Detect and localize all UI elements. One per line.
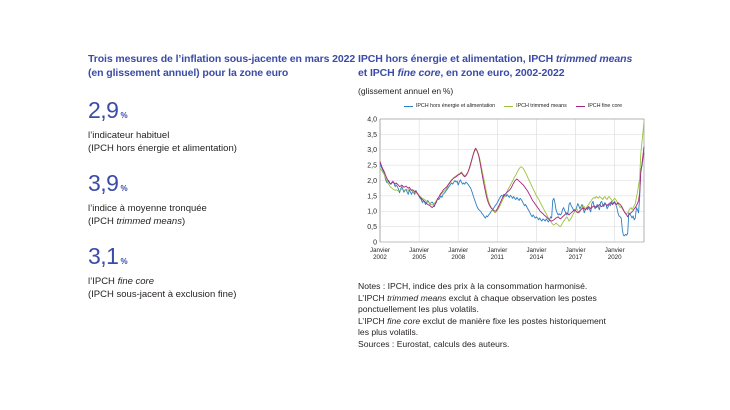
stat-desc-line-2: (IPCH sous-jacent à exclusion fine) — [88, 288, 237, 300]
legend-label: IPCH fine core — [587, 103, 623, 109]
stat-block-core-inflation: 2,9 % l’indicateur habituel (IPCH hors é… — [88, 98, 338, 155]
figure-title-line-2: et IPCH fine core, en zone euro, 2002-20… — [358, 66, 658, 80]
stat-description: l’IPCH fine core (IPCH sous-jacent à exc… — [88, 276, 338, 301]
y-axis-tick-label: 4,0 — [367, 116, 377, 123]
y-axis-tick-label: 2,0 — [367, 178, 377, 185]
stat-desc-line-1: l’indicateur habituel — [88, 130, 170, 141]
left-panel-title: Trois mesures de l’inflation sous-jacent… — [88, 52, 356, 80]
legend-label: IPCH trimmed means — [516, 103, 567, 109]
x-axis-tick-label: Janvier — [526, 247, 546, 254]
stat-desc-line-1: l’IPCH fine core — [88, 276, 338, 289]
x-axis-tick-label: 2011 — [491, 254, 505, 261]
y-axis-tick-label: 2,5 — [367, 163, 377, 170]
stat-value-row: 3,9 % — [88, 171, 338, 201]
note-line-3: ponctuellement les plus volatils. — [358, 304, 479, 315]
figure-title-line-1: IPCH hors énergie et alimentation, IPCH … — [358, 52, 658, 66]
x-axis-tick-label: 2002 — [373, 254, 387, 261]
legend-line-swatch-green — [504, 105, 514, 107]
x-axis-tick-label: 2008 — [451, 254, 465, 261]
stat-number: 2,9 — [88, 97, 119, 123]
percent-symbol: % — [120, 184, 128, 193]
x-axis-tick-label: Janvier — [605, 247, 625, 254]
left-title-line-1: Trois mesures de l’inflation sous-jacent… — [88, 53, 356, 65]
stat-desc-line-1: l’indice à moyenne tronquée — [88, 203, 207, 214]
figure-notes: Notes : IPCH, indice des prix à la conso… — [358, 281, 658, 351]
legend-item-hors-energie: IPCH hors énergie et alimentation — [403, 103, 496, 109]
stat-desc-prefix: (IPCH — [88, 215, 117, 227]
legend-line-swatch-purple — [575, 105, 585, 107]
x-axis-tick-label: Janvier — [487, 247, 507, 254]
stat-desc-line-2: (IPCH trimmed means) — [88, 216, 338, 229]
note-line-2: L’IPCH trimmed means exclut à chaque obs… — [358, 293, 658, 305]
y-axis-tick-label: 1,0 — [367, 209, 377, 216]
figure-title-italic-2: fine core — [397, 67, 441, 79]
legend-line-swatch-blue — [403, 105, 413, 107]
left-summary-panel: Trois mesures de l’inflation sous-jacent… — [88, 52, 356, 317]
note-line-5: les plus volatils. — [358, 327, 419, 338]
percent-symbol: % — [120, 111, 128, 120]
stat-desc-prefix: l’IPCH — [88, 276, 118, 287]
stat-desc-line-2: (IPCH hors énergie et alimentation) — [88, 142, 237, 154]
figure-title: IPCH hors énergie et alimentation, IPCH … — [358, 52, 658, 80]
legend-item-fine-core: IPCH fine core — [575, 103, 623, 109]
note-suffix-2: exclut de manière fixe les postes histor… — [420, 315, 606, 326]
y-axis-tick-label: 1,5 — [367, 193, 377, 200]
figure-subtitle: (glissement annuel en %) — [358, 86, 454, 96]
stat-value-row: 2,9 % — [88, 98, 338, 128]
chart-svg: 00,51,01,52,02,53,03,54,0Janvier2002Janv… — [367, 116, 645, 261]
figure-title-prefix-2: et IPCH — [358, 67, 398, 79]
series-line-1 — [379, 122, 645, 228]
stat-value-row: 3,1 % — [88, 244, 338, 274]
note-line-1: Notes : IPCH, indice des prix à la conso… — [358, 281, 588, 291]
stat-desc-italic: fine core — [117, 276, 154, 287]
x-axis-tick-label: 2005 — [412, 254, 426, 261]
percent-symbol: % — [120, 257, 128, 266]
stat-number: 3,9 — [88, 170, 119, 196]
legend-label: IPCH hors énergie et alimentation — [415, 103, 496, 109]
note-line-4: L’IPCH fine core exclut de manière fixe … — [358, 316, 658, 328]
note-prefix-2: L’IPCH — [358, 315, 388, 326]
note-italic: trimmed means — [387, 292, 447, 303]
chart-legend: IPCH hors énergie et alimentation IPCH t… — [368, 103, 658, 109]
figure-title-italic: trimmed means — [555, 53, 633, 65]
y-axis-tick-label: 0 — [373, 239, 377, 246]
figure-title-prefix: IPCH hors énergie et alimentation, IPCH — [358, 53, 556, 65]
right-chart-panel: IPCH hors énergie et alimentation, IPCH … — [358, 52, 658, 351]
stat-block-trimmed-means: 3,9 % l’indice à moyenne tronquée (IPCH … — [88, 171, 338, 228]
x-axis-tick-label: 2017 — [569, 254, 583, 261]
y-axis-tick-label: 0,5 — [367, 224, 377, 231]
stat-number: 3,1 — [88, 243, 119, 269]
stat-desc-suffix: ) — [181, 215, 186, 227]
x-axis-tick-label: Janvier — [409, 247, 429, 254]
x-axis-tick-label: Janvier — [448, 247, 468, 254]
y-axis-tick-label: 3,5 — [367, 132, 377, 139]
note-line-6: Sources : Eurostat, calculs des auteurs. — [358, 338, 510, 349]
line-chart: 0 0,5 1,0 1,5 2,0 2,5 3,0 3,5 4,0 Janvier 2002 Janv… — [358, 114, 648, 272]
legend-item-trimmed-means: IPCH trimmed means — [504, 103, 567, 109]
stat-block-fine-core: 3,1 % l’IPCH fine core (IPCH sous-jacent… — [88, 244, 338, 301]
note-italic-2: fine core — [387, 315, 421, 326]
y-axis-tick-label: 3,0 — [367, 147, 377, 154]
x-axis-tick-label: 2014 — [530, 254, 544, 261]
note-prefix: L’IPCH — [358, 292, 388, 303]
series-line-2 — [379, 146, 645, 222]
stat-description: l’indice à moyenne tronquée (IPCH trimme… — [88, 203, 338, 228]
note-suffix: exclut à chaque observation les postes — [446, 292, 597, 303]
x-axis-tick-label: 2020 — [608, 254, 622, 261]
stat-desc-italic: trimmed means — [116, 215, 182, 227]
x-axis-tick-label: Janvier — [566, 247, 586, 254]
left-title-line-2: (en glissement annuel) pour la zone euro — [88, 67, 289, 79]
x-axis-tick-label: Janvier — [370, 247, 390, 254]
figure-title-suffix: , en zone euro, 2002-2022 — [440, 67, 565, 79]
stat-description: l’indicateur habituel (IPCH hors énergie… — [88, 130, 338, 155]
